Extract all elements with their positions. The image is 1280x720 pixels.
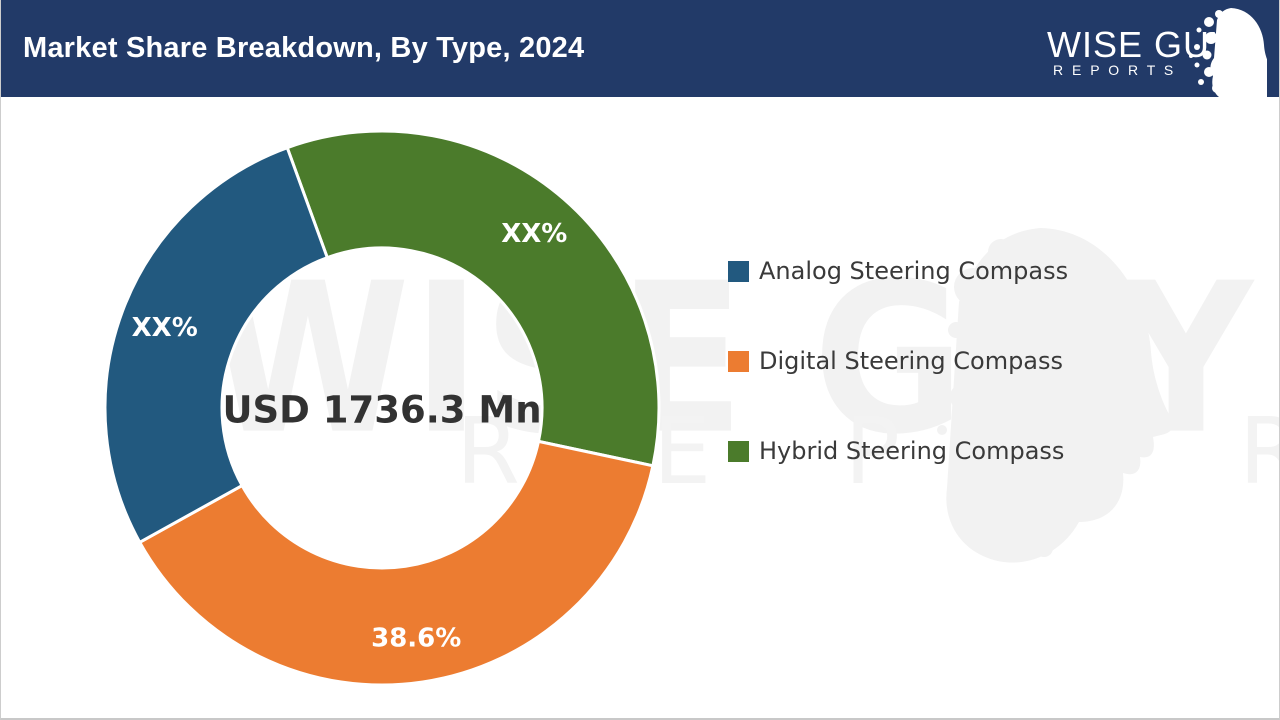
legend-swatch-analog-icon bbox=[728, 260, 749, 282]
donut-slice-analog-steering-compass bbox=[103, 146, 329, 544]
legend-item-digital: Digital Steering Compass bbox=[728, 347, 1063, 375]
donut-center-value: USD 1736.3 Mn bbox=[222, 388, 542, 432]
legend-swatch-hybrid-icon bbox=[728, 440, 749, 462]
legend-label-digital: Digital Steering Compass bbox=[759, 347, 1064, 375]
wise-guy-logo: WISE GUY R E P O R T S bbox=[1027, 0, 1267, 97]
slice-percent-label: XX% bbox=[132, 313, 198, 343]
logo-reports-text: R E P O R T S bbox=[1053, 62, 1176, 78]
legend-label-hybrid: Hybrid Steering Compass bbox=[759, 437, 1065, 465]
slice-percent-label: 38.6% bbox=[371, 623, 461, 653]
donut-slice-digital-steering-compass bbox=[138, 439, 655, 687]
header-bar: Market Share Breakdown, By Type, 2024 WI… bbox=[1, 0, 1279, 97]
page-title: Market Share Breakdown, By Type, 2024 bbox=[23, 32, 585, 64]
slice-percent-label: XX% bbox=[501, 219, 567, 249]
legend-label-analog: Analog Steering Compass bbox=[759, 257, 1069, 285]
legend-swatch-digital-icon bbox=[728, 350, 749, 372]
legend-item-hybrid: Hybrid Steering Compass bbox=[728, 437, 1064, 465]
logo-wise-guy-text: WISE GUY bbox=[1047, 24, 1236, 65]
logo-face-icon bbox=[1189, 8, 1267, 97]
donut-slice-hybrid-steering-compass bbox=[285, 129, 661, 468]
legend-item-analog: Analog Steering Compass bbox=[728, 257, 1068, 285]
